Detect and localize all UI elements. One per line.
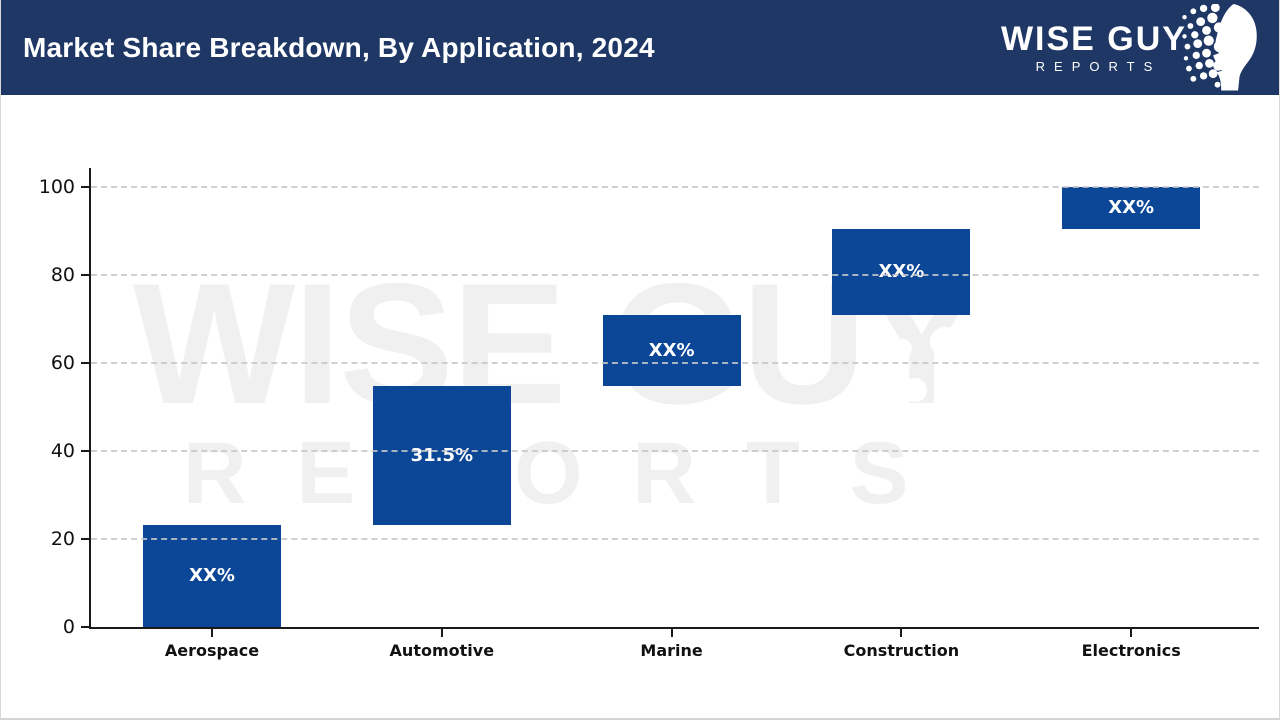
wise-guy-face-icon: [1182, 3, 1257, 91]
gridline: [91, 274, 1259, 276]
bar-automotive: 31.5%: [372, 386, 511, 525]
bar-value-label: XX%: [878, 261, 925, 283]
y-tick-mark: [81, 450, 89, 452]
gridline: [91, 450, 1259, 452]
bar-construction: XX%: [832, 228, 971, 315]
y-tick-label: 100: [38, 176, 75, 198]
bar-electronics: XX%: [1062, 187, 1201, 229]
bar-marine: XX%: [602, 314, 741, 387]
bar-aerospace: XX%: [143, 524, 281, 627]
x-axis-line: [89, 627, 1259, 629]
brand-logo: WISE GUY REPORTS: [1000, 3, 1279, 92]
x-tick-label: Electronics: [1081, 641, 1181, 660]
x-tick-mark: [670, 629, 673, 637]
bar-value-label: 31.5%: [410, 445, 474, 467]
bar-value-label: XX%: [648, 339, 695, 361]
y-tick-label: 0: [62, 616, 75, 638]
gridline: [91, 538, 1259, 540]
x-tick-mark: [211, 629, 213, 637]
bar-value-label: XX%: [1108, 197, 1155, 219]
gridline: [91, 186, 1259, 188]
y-tick-label: 40: [50, 440, 75, 462]
y-axis-line: [89, 168, 91, 629]
x-tick-label: Automotive: [389, 641, 495, 660]
bar-value-label: XX%: [189, 565, 235, 587]
logo-subtitle: REPORTS: [1035, 58, 1162, 74]
gridline: [91, 362, 1259, 364]
y-tick-mark: [81, 186, 89, 188]
x-tick-label: Aerospace: [164, 641, 260, 660]
y-tick-label: 20: [50, 528, 75, 550]
y-tick-label: 80: [50, 264, 75, 286]
watermark-subtitle: REPORTS: [183, 423, 959, 522]
logo-wordmark: WISE GUY: [1000, 19, 1187, 58]
header-band: Market Share Breakdown, By Application, …: [1, 0, 1279, 95]
x-tick-label: Marine: [640, 641, 703, 660]
x-tick-mark: [440, 629, 443, 637]
y-tick-label: 60: [50, 352, 75, 374]
page-title: Market Share Breakdown, By Application, …: [23, 31, 655, 63]
y-tick-mark: [81, 274, 89, 276]
y-tick-mark: [81, 362, 89, 364]
x-tick-mark: [900, 629, 903, 637]
y-tick-mark: [81, 626, 89, 628]
x-tick-mark: [1130, 629, 1133, 637]
x-tick-label: Construction: [843, 641, 960, 660]
waterfall-chart: XX% Aerospace 31.5% Automotive XX% Marine XX% C…: [1, 95, 1279, 718]
y-tick-mark: [81, 538, 89, 540]
